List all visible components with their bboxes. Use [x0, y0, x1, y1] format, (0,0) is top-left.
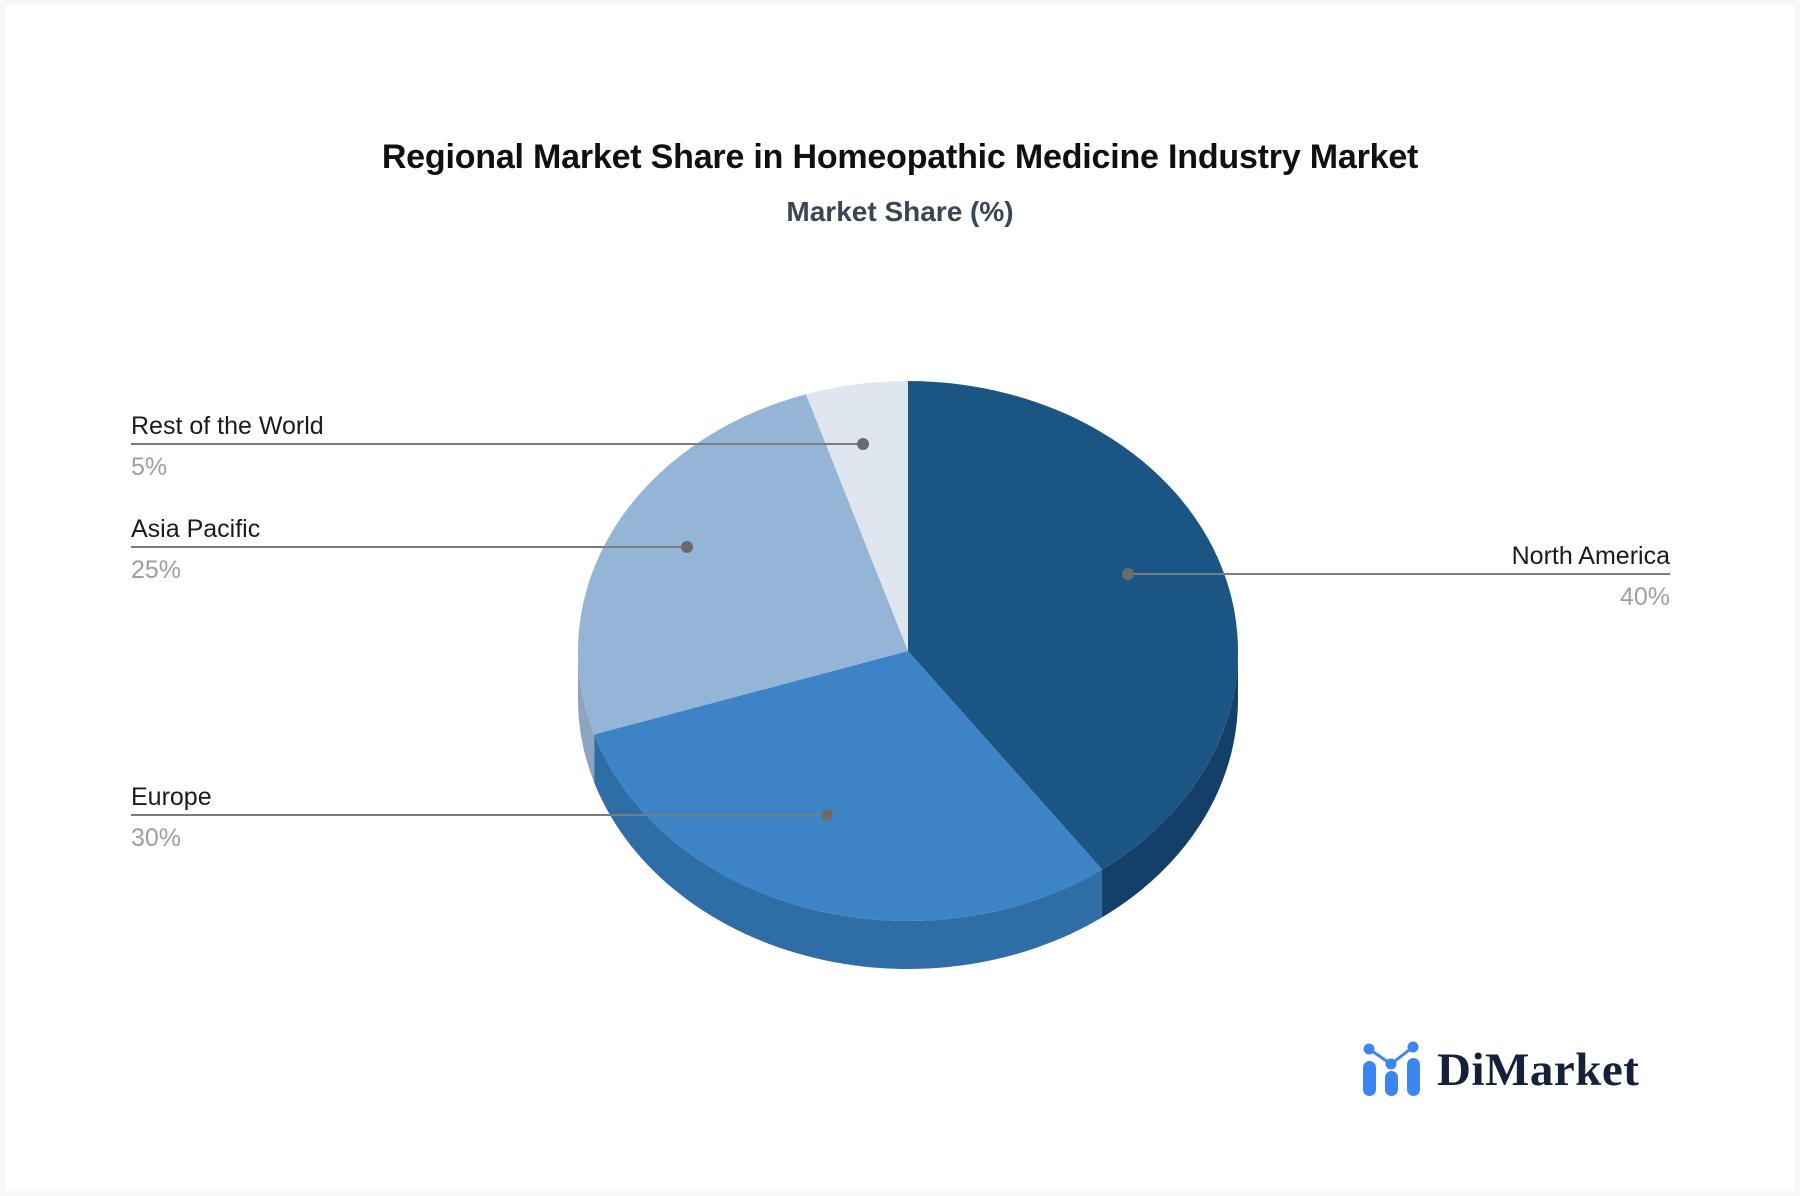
callout-dot-europe	[821, 809, 833, 821]
callout-dot-north-america	[1122, 568, 1134, 580]
pie-slice-rest-of-the-world[interactable]	[806, 381, 908, 651]
pie-slice-side-asia-pacific	[578, 651, 595, 783]
pie-slice-asia-pacific[interactable]	[578, 394, 908, 735]
pie-slice-north-america[interactable]	[908, 381, 1238, 870]
pie-slice-side-north-america	[1101, 651, 1238, 918]
pie-slice-europe[interactable]	[594, 651, 1102, 921]
slice-label-north-america: North America	[1511, 542, 1670, 570]
slice-value-rest-of-the-world: 5%	[131, 453, 168, 481]
slice-value-europe: 30%	[131, 824, 182, 852]
pie-slice-side-europe	[594, 734, 1102, 969]
brand-logo: DiMarket	[1360, 1040, 1639, 1100]
brand-name: DiMarket	[1437, 1043, 1640, 1096]
chart-subtitle: Market Share (%)	[786, 196, 1014, 227]
slice-value-north-america: 40%	[1619, 583, 1670, 611]
callout-dot-rest-of-the-world	[857, 438, 869, 450]
slice-label-europe: Europe	[131, 783, 212, 811]
bar-chart-trend-icon	[1363, 1041, 1420, 1096]
slice-label-asia-pacific: Asia Pacific	[131, 515, 261, 543]
chart-title: Regional Market Share in Homeopathic Med…	[381, 138, 1419, 176]
callout-dot-asia-pacific	[681, 541, 693, 553]
slice-label-rest-of-the-world: Rest of the World	[131, 412, 324, 440]
slice-value-asia-pacific: 25%	[131, 556, 182, 584]
